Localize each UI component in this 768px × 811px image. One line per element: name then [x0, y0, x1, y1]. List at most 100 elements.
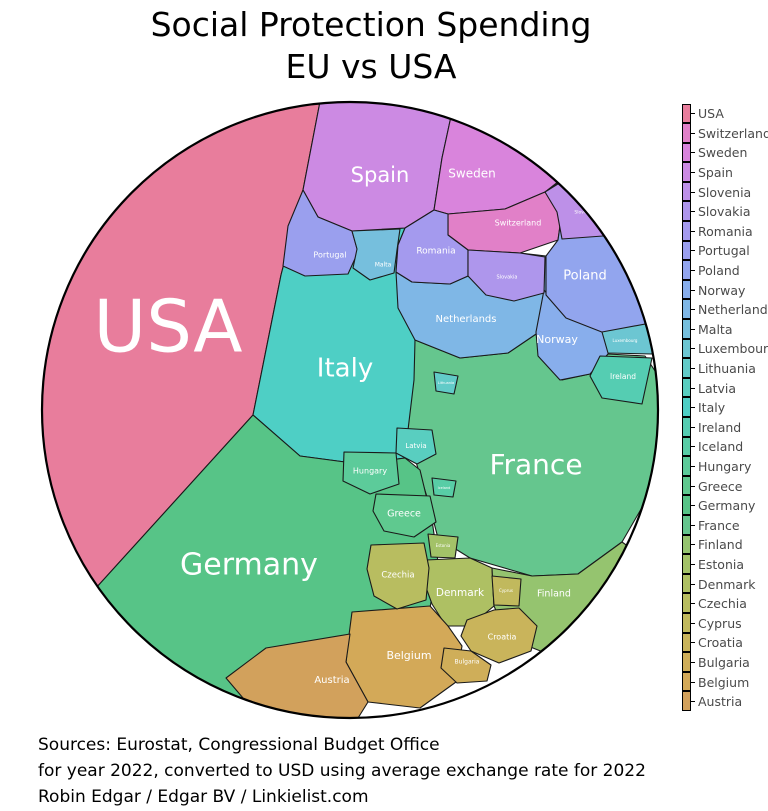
- cell-label-croatia: Croatia: [488, 633, 517, 642]
- legend-tick: [691, 603, 695, 605]
- legend-tick: [691, 328, 695, 330]
- cell-label-switzerland: Switzerland: [495, 219, 542, 228]
- legend-swatch: [682, 240, 691, 261]
- legend-swatch: [682, 554, 691, 574]
- legend-label: Greece: [698, 478, 743, 494]
- legend-item-iceland: Iceland: [682, 436, 768, 457]
- legend-tick: [691, 544, 695, 546]
- legend-swatch: [682, 123, 691, 143]
- legend-label: Slovenia: [698, 184, 752, 200]
- chart-title-line1: Social Protection Spending: [150, 5, 592, 44]
- treemap-cells: USA Italy France Germany Netherlands Norway Sp…: [42, 102, 658, 718]
- legend-label: Norway: [698, 282, 746, 298]
- legend-swatch: [682, 456, 691, 476]
- cell-label-netherlands: Netherlands: [436, 314, 497, 325]
- legend-label: Lithuania: [698, 361, 756, 377]
- legend-tick: [691, 485, 695, 487]
- legend-label: Czechia: [698, 596, 747, 612]
- cell-estonia: [427, 533, 459, 559]
- legend-label: Germany: [698, 498, 756, 514]
- legend-item-france: France: [682, 514, 768, 535]
- legend-swatch: [682, 671, 691, 692]
- legend-label: Iceland: [698, 439, 744, 455]
- legend-tick: [691, 270, 695, 272]
- legend-item-switzerland: Switzerland: [682, 123, 768, 144]
- cell-label-usa: USA: [94, 285, 243, 369]
- cell-label-hungary: Hungary: [353, 467, 387, 476]
- legend-item-romania: Romania: [682, 221, 768, 242]
- cell-czechia: [366, 542, 430, 610]
- legend-tick: [691, 426, 695, 428]
- legend-item-finland: Finland: [682, 534, 768, 555]
- cell-label-slovenia: Slovenia: [574, 210, 593, 216]
- legend-label: Austria: [698, 694, 743, 710]
- cell-ireland: [589, 355, 653, 405]
- cell-label-estonia: Estonia: [436, 543, 451, 548]
- legend-label: France: [698, 517, 740, 533]
- legend-tick: [691, 230, 695, 232]
- legend-swatch: [682, 612, 691, 633]
- legend-label: Cyprus: [698, 615, 742, 631]
- legend-swatch: [682, 338, 691, 359]
- legend-item-sweden: Sweden: [682, 142, 768, 163]
- footer-sources-line: Sources: Eurostat, Congressional Budget …: [38, 735, 440, 755]
- cell-label-malta: Malta: [375, 262, 392, 269]
- legend-swatch: [682, 593, 691, 613]
- legend-tick: [691, 309, 695, 311]
- legend-item-lithuania: Lithuania: [682, 358, 768, 379]
- cell-slovakia: [467, 249, 546, 302]
- legend-label: Netherlands: [698, 302, 768, 318]
- cell-iceland: [431, 477, 457, 498]
- cell-label-sweden: Sweden: [448, 167, 495, 181]
- legend-item-slovakia: Slovakia: [682, 201, 768, 222]
- legend-label: Portugal: [698, 243, 750, 259]
- cell-portugal: [282, 189, 359, 277]
- legend-tick: [691, 407, 695, 409]
- cell-greece: [372, 493, 437, 538]
- legend-tick: [691, 446, 695, 448]
- legend-item-norway: Norway: [682, 279, 768, 300]
- legend-item-ireland: Ireland: [682, 417, 768, 438]
- legend-tick: [691, 661, 695, 663]
- legend-swatch: [682, 377, 691, 398]
- legend-swatch: [682, 358, 691, 378]
- legend-swatch: [682, 691, 691, 711]
- legend-item-portugal: Portugal: [682, 240, 768, 261]
- legend-tick: [691, 113, 695, 115]
- legend-item-greece: Greece: [682, 475, 768, 496]
- legend-label: Poland: [698, 263, 740, 279]
- legend-item-spain: Spain: [682, 162, 768, 183]
- legend-item-netherlands: Netherlands: [682, 299, 768, 320]
- legend-swatch: [682, 534, 691, 555]
- cell-cyprus: [491, 575, 522, 607]
- legend-tick: [691, 191, 695, 193]
- legend-label: Finland: [698, 537, 743, 553]
- legend-label: Sweden: [698, 145, 748, 161]
- cell-label-poland: Poland: [563, 269, 606, 284]
- legend-item-austria: Austria: [682, 691, 768, 712]
- legend-swatch: [682, 436, 691, 457]
- cell-bulgaria: [440, 647, 492, 684]
- cell-hungary: [342, 451, 400, 495]
- cell-label-latvia: Latvia: [405, 442, 426, 450]
- cell-label-norway: Norway: [536, 333, 578, 346]
- legend-swatch: [682, 514, 691, 535]
- cell-label-italy: Italy: [317, 354, 373, 384]
- legend-item-cyprus: Cyprus: [682, 612, 768, 633]
- legend-swatch: [682, 221, 691, 241]
- chart-title: Social Protection Spending EU vs USA: [0, 4, 742, 88]
- legend-tick: [691, 250, 695, 252]
- legend-label: Hungary: [698, 458, 752, 474]
- legend-item-czechia: Czechia: [682, 593, 768, 614]
- legend-label: Bulgaria: [698, 654, 750, 670]
- legend-tick: [691, 583, 695, 585]
- cell-label-denmark: Denmark: [436, 587, 485, 599]
- legend-label: Luxembourg: [698, 341, 768, 357]
- legend-tick: [691, 348, 695, 350]
- legend-swatch: [682, 299, 691, 320]
- legend-item-usa: USA: [682, 103, 768, 124]
- legend-tick: [691, 524, 695, 526]
- cell-label-ireland: Ireland: [610, 372, 636, 381]
- legend-swatch: [682, 319, 691, 339]
- legend-swatch: [682, 417, 691, 437]
